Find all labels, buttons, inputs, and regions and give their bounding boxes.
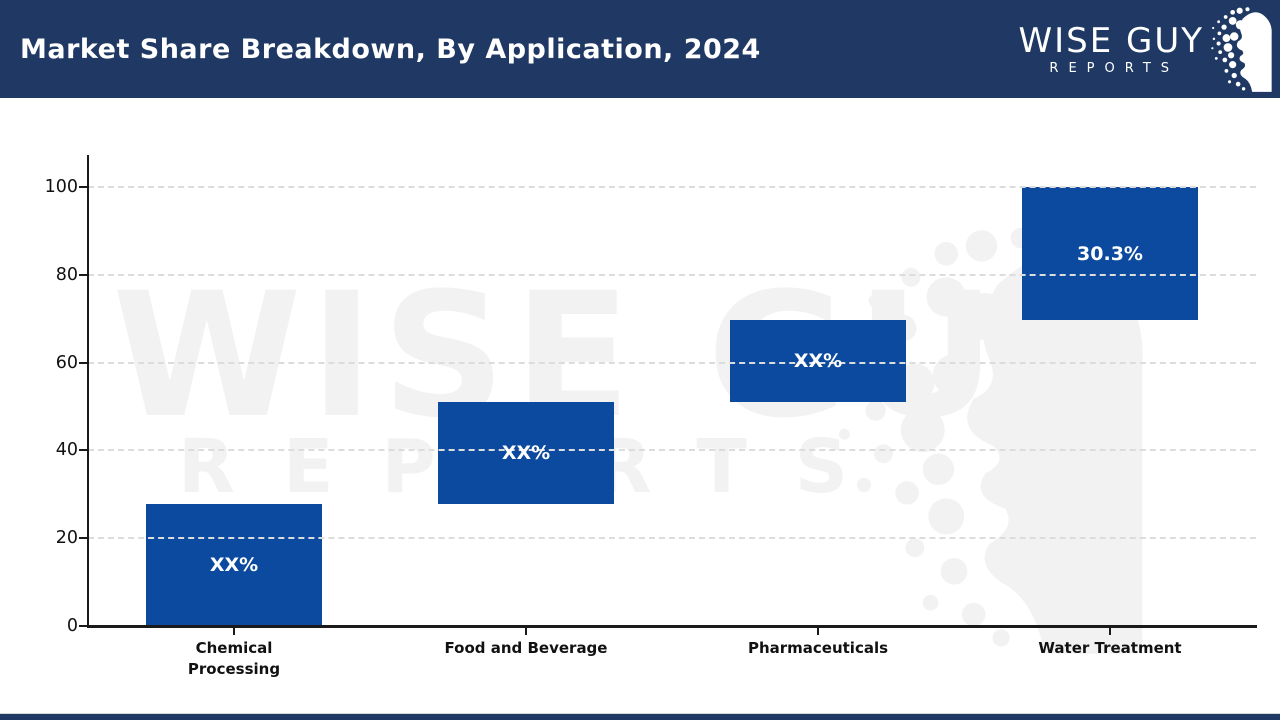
x-tick-mark-3 [817,628,819,635]
bar-chemical-processing [146,503,322,626]
y-tick-mark-100 [79,186,88,188]
wise-guy-reports-logo: WISE GUY REPORTS [1018,6,1274,92]
header-bar: Market Share Breakdown, By Application, … [0,0,1280,98]
y-tick-mark-60 [79,361,88,364]
footer-bar [0,714,1280,720]
axes-layer [0,98,1280,714]
y-tick-mark-0 [79,625,88,627]
logo-text: WISE GUY REPORTS [1018,24,1204,75]
y-tick-label-60: 60 [55,352,78,373]
bar-value-label: XX% [793,349,843,372]
y-tick-label-0: 0 [66,616,78,636]
bar-value-label: XX% [501,441,551,464]
y-tick-label-80: 80 [55,264,78,285]
x-tick-mark-1 [233,628,235,635]
bar-value-label: XX% [209,553,259,576]
y-tick-label-40: 40 [55,440,78,461]
y-tick-label-100: 100 [44,177,78,197]
y-axis-line [87,155,89,627]
y-tick-mark-40 [79,449,88,452]
y-tick-mark-80 [79,273,88,276]
page-title: Market Share Breakdown, By Application, … [20,33,761,65]
head-profile-icon [1211,7,1272,92]
logo-wordmark: WISE GUY [1018,20,1204,61]
x-tick-label-chemical-processing: Chemical Processing [187,639,281,678]
x-tick-mark-2 [525,628,527,635]
chart-canvas: WISE GUY REPORTS 020406080100XX%XX%XX%30… [0,98,1280,714]
logo-subtitle: REPORTS [1049,60,1180,76]
x-tick-label-food-and-beverage: Food and Beverage [444,639,608,657]
y-tick-label-20: 20 [55,528,78,549]
x-axis-line [87,625,1257,628]
y-tick-mark-20 [79,537,88,540]
bar-food-and-beverage [438,401,614,504]
x-tick-label-pharmaceuticals: Pharmaceuticals [747,639,889,657]
footer-hairline [0,713,1280,714]
